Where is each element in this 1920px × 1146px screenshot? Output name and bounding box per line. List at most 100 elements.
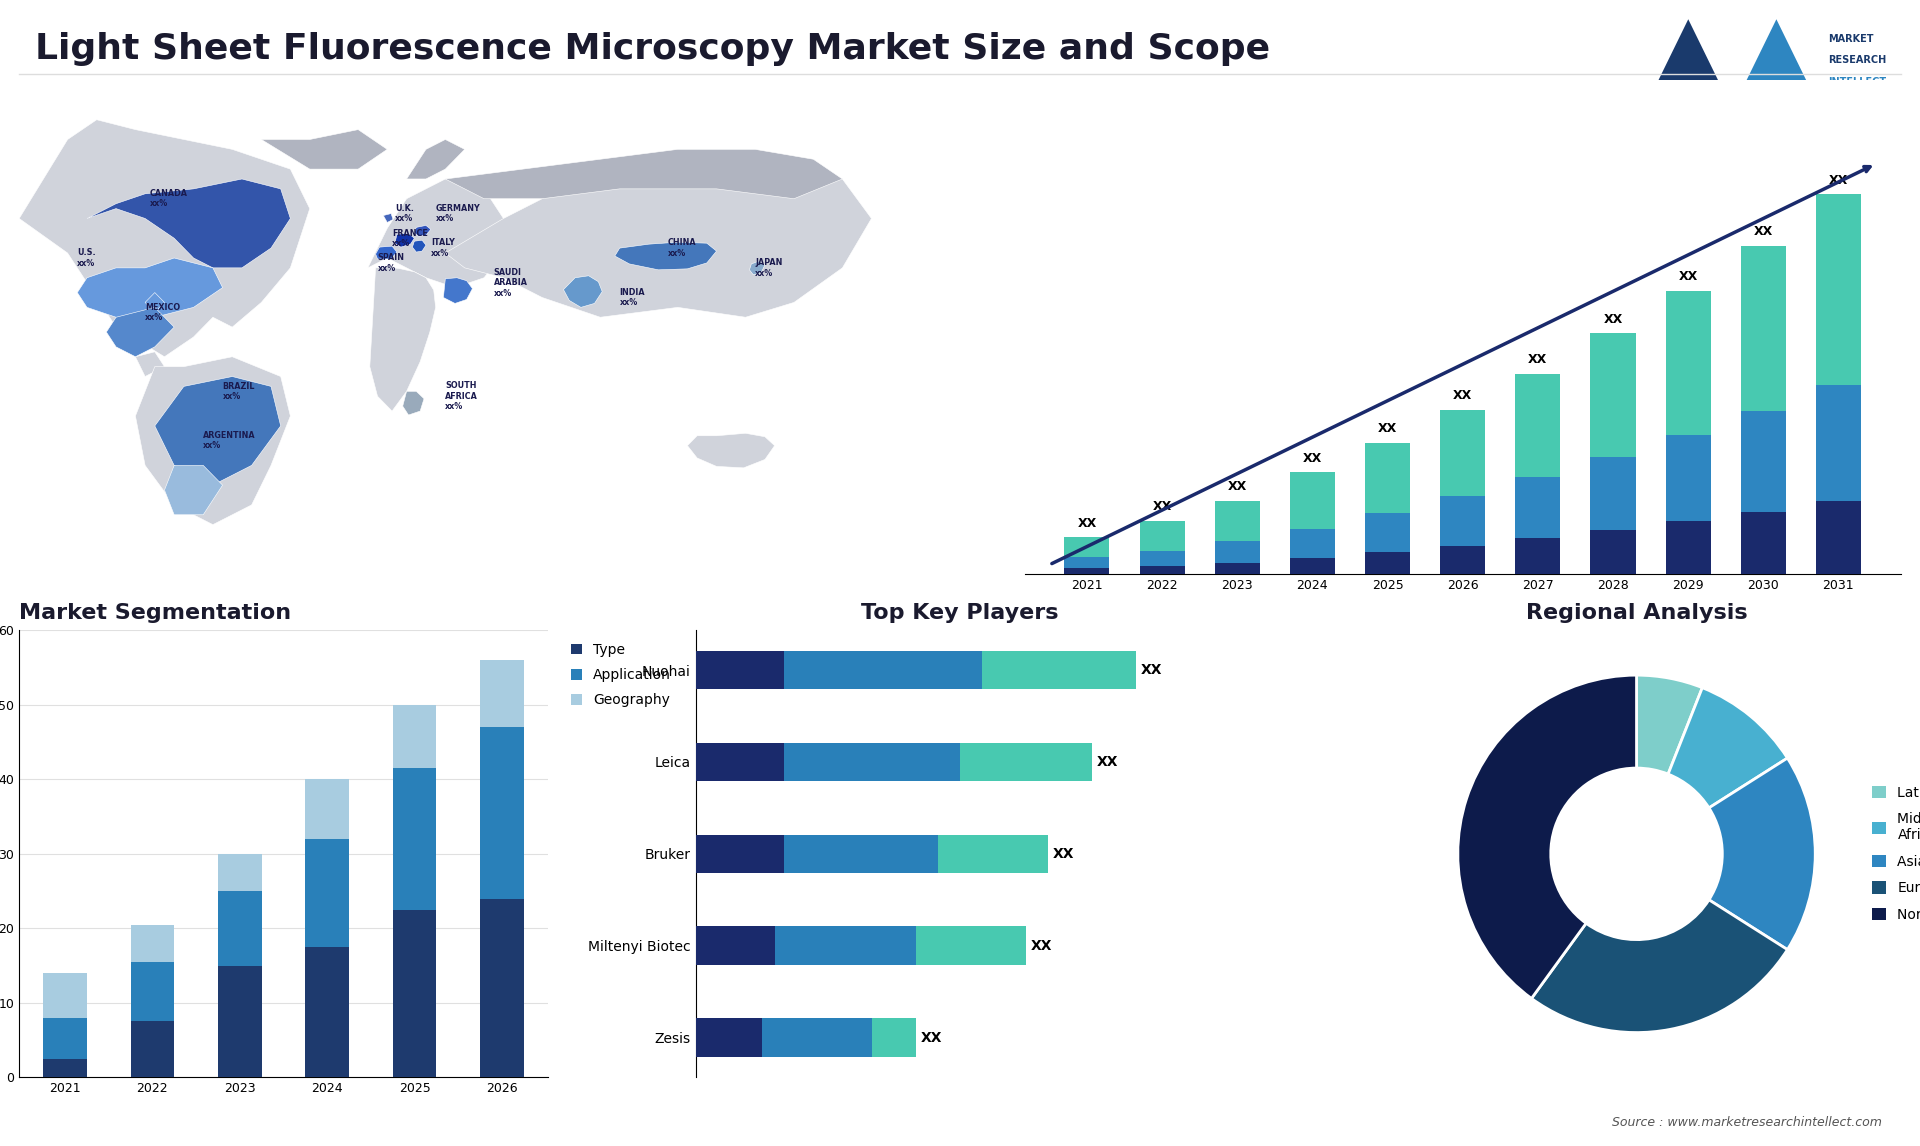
Text: XX: XX bbox=[1304, 452, 1323, 465]
Legend: Type, Application, Geography: Type, Application, Geography bbox=[564, 637, 676, 713]
Bar bbox=[480, 660, 524, 728]
Text: BRAZIL
xx%: BRAZIL xx% bbox=[223, 382, 255, 401]
Bar bbox=[1215, 541, 1260, 563]
Text: GERMANY
xx%: GERMANY xx% bbox=[436, 204, 480, 223]
Bar bbox=[1140, 550, 1185, 566]
Text: XX: XX bbox=[1152, 501, 1171, 513]
Text: RESEARCH: RESEARCH bbox=[1828, 55, 1887, 65]
Bar bbox=[1665, 521, 1711, 574]
Bar bbox=[1140, 566, 1185, 574]
Polygon shape bbox=[86, 179, 290, 268]
Polygon shape bbox=[413, 241, 426, 252]
Bar bbox=[1665, 434, 1711, 521]
Bar bbox=[1741, 245, 1786, 411]
Polygon shape bbox=[371, 267, 436, 411]
Bar bbox=[1515, 477, 1561, 539]
Bar bbox=[44, 973, 86, 1018]
Text: Light Sheet Fluorescence Microscopy Market Size and Scope: Light Sheet Fluorescence Microscopy Mark… bbox=[35, 32, 1269, 66]
Bar bbox=[695, 743, 783, 782]
Bar bbox=[480, 728, 524, 898]
Bar bbox=[219, 892, 261, 966]
Text: ITALY
xx%: ITALY xx% bbox=[430, 238, 455, 258]
Text: XX: XX bbox=[1077, 517, 1096, 529]
Text: Market Segmentation: Market Segmentation bbox=[19, 603, 292, 623]
Bar bbox=[305, 947, 349, 1077]
Bar bbox=[1064, 557, 1110, 568]
Bar bbox=[1515, 374, 1561, 477]
Text: XX: XX bbox=[1830, 173, 1849, 187]
Bar bbox=[305, 779, 349, 839]
Text: U.S.
xx%: U.S. xx% bbox=[77, 249, 96, 268]
Text: JAPAN
xx%: JAPAN xx% bbox=[755, 258, 783, 277]
Text: SPAIN
xx%: SPAIN xx% bbox=[378, 253, 405, 273]
Bar bbox=[219, 966, 261, 1077]
Polygon shape bbox=[146, 292, 165, 313]
Bar bbox=[695, 1019, 762, 1057]
Bar bbox=[1140, 521, 1185, 550]
Text: XX: XX bbox=[1678, 270, 1697, 283]
Polygon shape bbox=[407, 140, 465, 179]
Legend: Latin America, Middle East &
Africa, Asia Pacific, Europe, North America: Latin America, Middle East & Africa, Asi… bbox=[1866, 780, 1920, 927]
Bar bbox=[1440, 496, 1486, 545]
Text: XX: XX bbox=[1096, 755, 1117, 769]
Polygon shape bbox=[749, 261, 764, 275]
Bar bbox=[1741, 511, 1786, 574]
Bar bbox=[1290, 528, 1334, 558]
Polygon shape bbox=[563, 276, 603, 307]
Bar bbox=[394, 705, 436, 768]
Bar bbox=[695, 926, 776, 965]
Polygon shape bbox=[1647, 19, 1730, 104]
Wedge shape bbox=[1709, 759, 1814, 950]
Bar bbox=[981, 651, 1137, 690]
Text: XX: XX bbox=[1227, 480, 1246, 493]
Bar bbox=[783, 651, 981, 690]
Polygon shape bbox=[156, 377, 280, 485]
Bar bbox=[695, 834, 783, 873]
Bar bbox=[131, 1021, 175, 1077]
Title: Top Key Players: Top Key Players bbox=[862, 603, 1058, 623]
Bar bbox=[872, 1019, 916, 1057]
Bar bbox=[776, 926, 916, 965]
Text: XX: XX bbox=[1140, 664, 1162, 677]
Bar bbox=[1515, 539, 1561, 574]
Polygon shape bbox=[19, 119, 309, 356]
Bar bbox=[1290, 558, 1334, 574]
Bar bbox=[44, 1018, 86, 1059]
Bar bbox=[1365, 513, 1409, 552]
Bar bbox=[131, 961, 175, 1021]
Bar bbox=[939, 834, 1048, 873]
Text: INDIA
xx%: INDIA xx% bbox=[620, 288, 645, 307]
Text: XX: XX bbox=[1052, 847, 1073, 861]
Text: INTELLECT: INTELLECT bbox=[1828, 77, 1885, 87]
Polygon shape bbox=[444, 277, 472, 304]
Text: U.K.
xx%: U.K. xx% bbox=[396, 204, 415, 223]
Bar bbox=[1440, 410, 1486, 496]
Bar bbox=[1590, 531, 1636, 574]
Text: CANADA
xx%: CANADA xx% bbox=[150, 189, 188, 209]
Bar bbox=[305, 839, 349, 947]
Wedge shape bbox=[1636, 675, 1703, 774]
Polygon shape bbox=[445, 149, 843, 198]
Polygon shape bbox=[415, 226, 430, 236]
Polygon shape bbox=[614, 242, 716, 269]
Text: SAUDI
ARABIA
xx%: SAUDI ARABIA xx% bbox=[493, 268, 528, 298]
Bar bbox=[1064, 537, 1110, 557]
Bar bbox=[1590, 333, 1636, 457]
Text: XX: XX bbox=[1453, 390, 1473, 402]
Title: Regional Analysis: Regional Analysis bbox=[1526, 603, 1747, 623]
Polygon shape bbox=[261, 129, 388, 170]
Bar bbox=[1215, 563, 1260, 574]
Polygon shape bbox=[165, 465, 223, 515]
Polygon shape bbox=[136, 352, 165, 377]
Polygon shape bbox=[136, 356, 290, 525]
Bar bbox=[1816, 194, 1860, 385]
Text: XX: XX bbox=[1031, 939, 1052, 952]
Polygon shape bbox=[1736, 19, 1818, 104]
Polygon shape bbox=[77, 258, 223, 317]
Bar bbox=[1816, 385, 1860, 501]
Text: SOUTH
AFRICA
xx%: SOUTH AFRICA xx% bbox=[445, 382, 478, 411]
Bar bbox=[1365, 552, 1409, 574]
Text: FRANCE
xx%: FRANCE xx% bbox=[392, 228, 428, 248]
Bar bbox=[480, 898, 524, 1077]
Bar bbox=[783, 743, 960, 782]
